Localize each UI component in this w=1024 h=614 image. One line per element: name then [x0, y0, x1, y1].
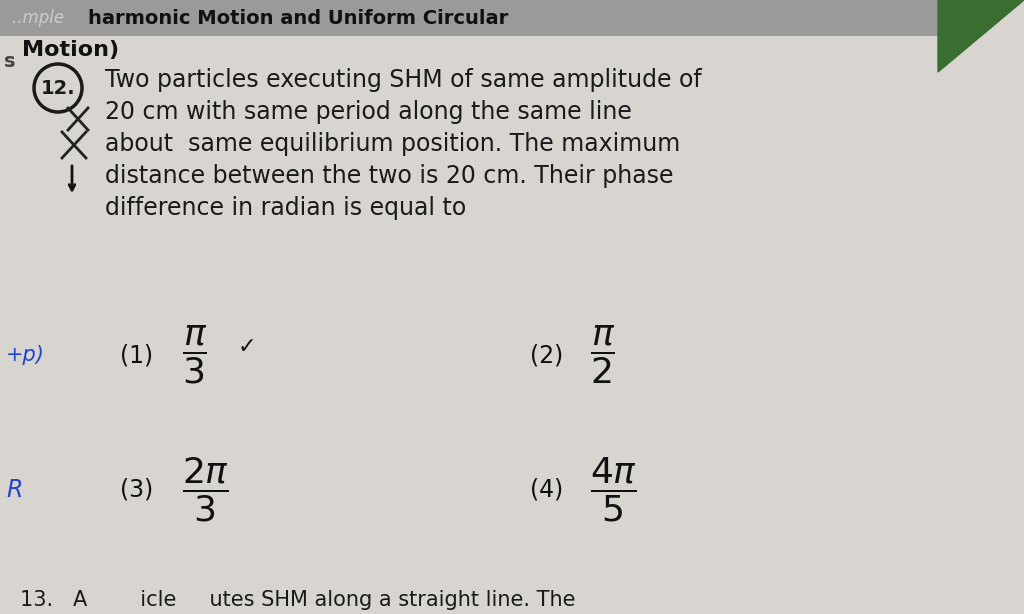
Text: $\dfrac{\pi}{3}$: $\dfrac{\pi}{3}$ [182, 324, 207, 386]
Text: 13.   A        icle     utes SHM along a straight line. The: 13. A icle utes SHM along a straight lin… [20, 590, 575, 610]
Text: +p): +p) [6, 345, 45, 365]
Text: ..mple: ..mple [12, 9, 70, 27]
Text: (2): (2) [530, 343, 563, 367]
Text: (1): (1) [120, 343, 154, 367]
Text: distance between the two is 20 cm. Their phase: distance between the two is 20 cm. Their… [105, 164, 674, 188]
Text: R: R [6, 478, 23, 502]
Text: $\dfrac{2\pi}{3}$: $\dfrac{2\pi}{3}$ [182, 456, 229, 524]
Bar [0, 0, 940, 36]
Text: $\dfrac{\pi}{2}$: $\dfrac{\pi}{2}$ [590, 324, 615, 386]
Text: difference in radian is equal to: difference in radian is equal to [105, 196, 466, 220]
Text: (3): (3) [120, 478, 154, 502]
Polygon shape [938, 0, 1024, 72]
Text: ✓: ✓ [238, 337, 257, 357]
Text: Motion): Motion) [22, 40, 119, 60]
Text: $\dfrac{4\pi}{5}$: $\dfrac{4\pi}{5}$ [590, 456, 637, 524]
Text: about  same equilibrium position. The maximum: about same equilibrium position. The max… [105, 132, 680, 156]
Text: 12.: 12. [41, 79, 76, 98]
Text: Two particles executing SHM of same amplitude of: Two particles executing SHM of same ampl… [105, 68, 701, 92]
Text: 20 cm with same period along the same line: 20 cm with same period along the same li… [105, 100, 632, 124]
Text: (4): (4) [530, 478, 563, 502]
Text: harmonic Motion and Uniform Circular: harmonic Motion and Uniform Circular [88, 9, 508, 28]
Text: s: s [4, 52, 15, 71]
